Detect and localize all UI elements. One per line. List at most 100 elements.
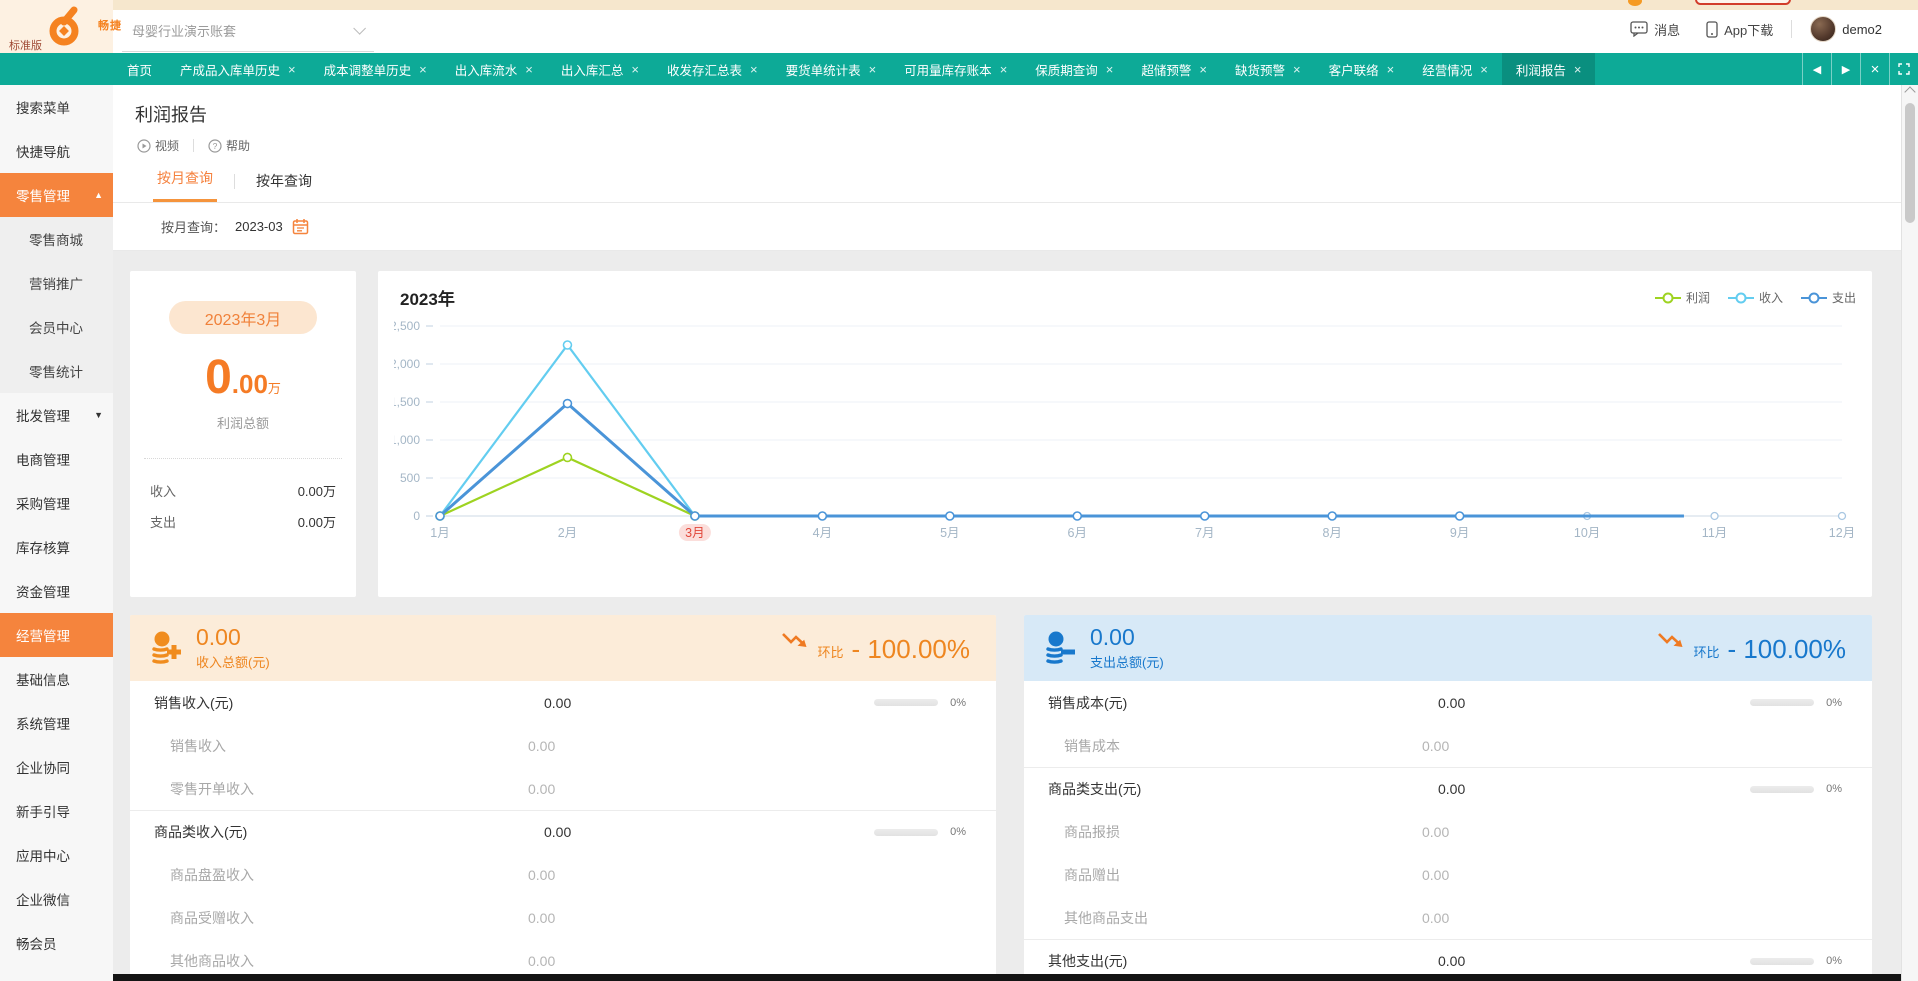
sidebar-item-企业协同[interactable]: 企业协同 xyxy=(0,745,113,789)
tab-产成品入库单历史[interactable]: 产成品入库单历史 × xyxy=(166,53,310,85)
legend-item-支出[interactable]: 支出 xyxy=(1800,289,1856,306)
tabs-scroll-right-button[interactable]: ▶ xyxy=(1831,53,1860,85)
tab-利润报告[interactable]: 利润报告 × xyxy=(1501,53,1596,85)
sidebar-item-畅会员[interactable]: 畅会员 xyxy=(0,921,113,965)
svg-text:4月: 4月 xyxy=(813,526,832,540)
tab-close-icon[interactable]: × xyxy=(1199,61,1207,77)
compare-label: 环比 xyxy=(817,645,844,660)
app-download-button[interactable]: App下载 xyxy=(1706,20,1773,39)
svg-text:9月: 9月 xyxy=(1450,526,1469,540)
sidebar-item-label: 营销推广 xyxy=(29,277,83,292)
divider xyxy=(234,174,235,189)
sidebar-item-企业微信[interactable]: 企业微信 xyxy=(0,877,113,921)
trend-down-icon xyxy=(1658,633,1683,647)
sidebar-item-基础信息[interactable]: 基础信息 xyxy=(0,657,113,701)
table-row: 商品赠出 0.00 xyxy=(1024,853,1872,896)
tab-close-icon[interactable]: × xyxy=(868,61,877,77)
scroll-up-icon[interactable] xyxy=(1904,86,1916,98)
account-select[interactable]: 母婴行业演示账套 xyxy=(122,10,374,52)
sidebar-item-资金管理[interactable]: 资金管理 xyxy=(0,569,113,613)
bottom-edge-strip xyxy=(113,974,1901,981)
sidebar-item-label: 应用中心 xyxy=(16,849,70,864)
tab-首页[interactable]: 首页 xyxy=(113,53,166,85)
tab-close-icon[interactable]: × xyxy=(1105,61,1114,77)
row-label: 商品盘盈收入 xyxy=(170,866,254,883)
tab-close-icon[interactable]: × xyxy=(1573,61,1582,77)
sidebar-item-采购管理[interactable]: 采购管理 xyxy=(0,481,113,525)
sidebar-item-零售统计[interactable]: 零售统计 xyxy=(0,349,113,393)
calendar-icon[interactable] xyxy=(292,218,309,235)
legend-item-利润[interactable]: 利润 xyxy=(1654,289,1710,306)
legend-item-收入[interactable]: 收入 xyxy=(1727,289,1783,306)
messages-button[interactable]: 消息 xyxy=(1630,20,1680,39)
profit-trend-chart-card: 2023年 利润 收入 支出 0 500 1,000 1,500 2,000 2,500 1月 2… xyxy=(378,271,1872,597)
play-circle-icon xyxy=(137,138,151,153)
row-label: 其他商品支出 xyxy=(1064,909,1148,926)
sidebar-item-电商管理[interactable]: 电商管理 xyxy=(0,437,113,481)
help-link[interactable]: ? 帮助 xyxy=(208,137,250,154)
tab-close-icon[interactable]: × xyxy=(1480,61,1488,77)
row-progress: 0% xyxy=(874,826,966,838)
sidebar-item-搜索菜单[interactable]: 搜索菜单 xyxy=(0,85,113,129)
sidebar-item-系统管理[interactable]: 系统管理 xyxy=(0,701,113,745)
sidebar-item-label: 电商管理 xyxy=(16,453,70,468)
scrollbar-thumb[interactable] xyxy=(1905,103,1915,223)
table-row: 商品类收入(元) 0.00 0% xyxy=(130,810,996,853)
tab-close-icon[interactable]: × xyxy=(631,61,639,77)
tab-label: 出入库流水 xyxy=(454,63,518,78)
tab-close-icon[interactable]: × xyxy=(749,61,758,77)
sidebar-item-零售管理[interactable]: 零售管理 ▲ xyxy=(0,173,113,217)
tabs-scroll-left-button[interactable]: ◀ xyxy=(1802,53,1831,85)
tab-成本调整单历史[interactable]: 成本调整单历史 × xyxy=(310,53,441,85)
tab-保质期查询[interactable]: 保质期查询 × xyxy=(1021,53,1127,85)
tab-close-icon[interactable]: × xyxy=(1293,61,1301,77)
progress-bar xyxy=(1750,699,1815,706)
sidebar-item-新手引导[interactable]: 新手引导 xyxy=(0,789,113,833)
tab-收发存汇总表[interactable]: 收发存汇总表 × xyxy=(653,53,772,85)
fullscreen-button[interactable] xyxy=(1889,53,1918,85)
date-filter-value[interactable]: 2023-03 xyxy=(235,219,283,234)
tab-超储预警[interactable]: 超储预警 × xyxy=(1127,53,1221,85)
row-label: 商品报损 xyxy=(1064,823,1120,840)
tab-要货单统计表[interactable]: 要货单统计表 × xyxy=(772,53,891,85)
sidebar-item-label: 零售管理 xyxy=(16,189,70,204)
row-value: 0.00 xyxy=(1438,781,1466,797)
sidebar-item-会员中心[interactable]: 会员中心 xyxy=(0,305,113,349)
sidebar-item-快捷导航[interactable]: 快捷导航 xyxy=(0,129,113,173)
progress-bar xyxy=(1750,957,1815,965)
row-label: 商品类收入(元) xyxy=(154,824,248,840)
line-chart[interactable]: 0 500 1,000 1,500 2,000 2,500 1月 2月 3月 4月 5月 6月 7月 8月… xyxy=(394,310,1856,564)
tab-出入库流水[interactable]: 出入库流水 × xyxy=(441,53,547,85)
sidebar-item-label: 基础信息 xyxy=(16,673,70,688)
tab-缺货预警[interactable]: 缺货预警 × xyxy=(1221,53,1315,85)
tab-monthly-query[interactable]: 按月查询 xyxy=(153,168,217,202)
tab-客户联络[interactable]: 客户联络 × xyxy=(1315,53,1409,85)
coins-minus-icon xyxy=(1046,631,1075,664)
sidebar-item-经营管理[interactable]: 经营管理 xyxy=(0,613,113,657)
tab-close-icon[interactable]: × xyxy=(1386,61,1395,77)
tab-可用量库存账本[interactable]: 可用量库存账本 × xyxy=(890,53,1021,85)
close-all-tabs-button[interactable]: × xyxy=(1860,53,1889,85)
vertical-scrollbar[interactable] xyxy=(1901,85,1918,981)
tab-close-icon[interactable]: × xyxy=(419,61,427,77)
sidebar-item-库存核算[interactable]: 库存核算 xyxy=(0,525,113,569)
user-menu[interactable]: demo2 xyxy=(1810,16,1882,42)
tab-close-icon[interactable]: × xyxy=(999,61,1008,77)
messages-label: 消息 xyxy=(1654,22,1681,38)
tab-经营情况[interactable]: 经营情况 × xyxy=(1408,53,1502,85)
sidebar-item-应用中心[interactable]: 应用中心 xyxy=(0,833,113,877)
tab-label: 收发存汇总表 xyxy=(666,63,742,78)
tab-close-icon[interactable]: × xyxy=(288,61,296,77)
tab-出入库汇总[interactable]: 出入库汇总 × xyxy=(547,53,653,85)
row-label: 商品类支出(元) xyxy=(1048,781,1142,797)
help-label: 帮助 xyxy=(226,139,251,153)
tab-close-icon[interactable]: × xyxy=(525,61,533,77)
sidebar-item-营销推广[interactable]: 营销推广 xyxy=(0,261,113,305)
sidebar-item-零售商城[interactable]: 零售商城 xyxy=(0,217,113,261)
tab-yearly-query[interactable]: 按年查询 xyxy=(256,173,312,189)
row-value: 0.00 xyxy=(1422,909,1450,926)
sidebar-item-批发管理[interactable]: 批发管理 ▼ xyxy=(0,393,113,437)
video-link[interactable]: 视频 xyxy=(137,137,179,154)
svg-text:2,000: 2,000 xyxy=(394,357,420,371)
tab-label: 缺货预警 xyxy=(1235,63,1286,78)
